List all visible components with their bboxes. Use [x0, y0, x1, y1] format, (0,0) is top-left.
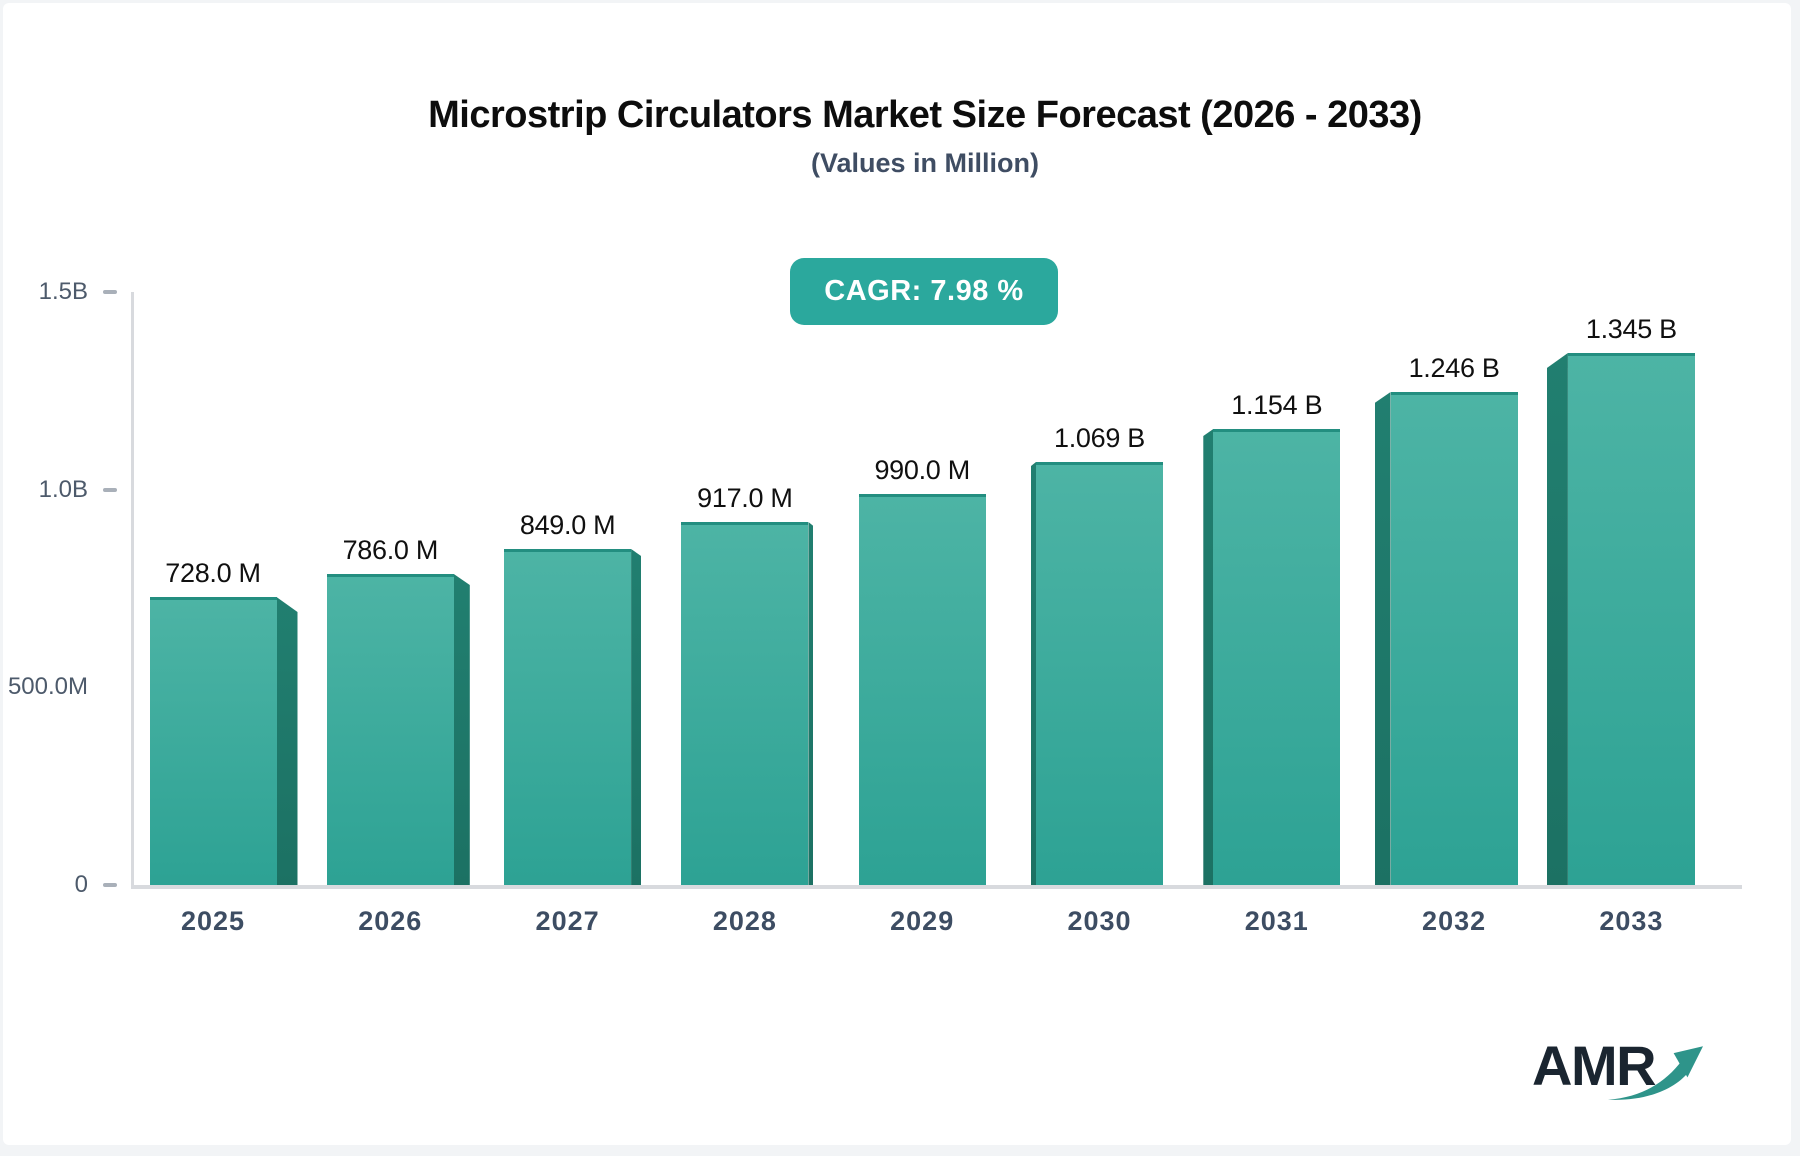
bar-side-panel	[1203, 429, 1214, 885]
bar-side-panel	[808, 522, 814, 885]
x-axis-label: 2028	[712, 906, 777, 936]
bar-face	[1213, 429, 1341, 885]
y-axis-tick	[103, 487, 117, 492]
bar-2027	[504, 549, 642, 885]
bar-2025	[149, 597, 298, 885]
growth-arrow-icon	[1608, 1046, 1703, 1100]
bar-side-panel	[631, 549, 642, 885]
bar-side-panel	[276, 597, 298, 885]
x-axis-label: 2033	[1599, 906, 1664, 936]
x-axis-label: 2032	[1422, 906, 1487, 936]
bar-side-panel	[1031, 462, 1036, 885]
bar-value-label: 990.0 M	[874, 455, 970, 485]
y-axis-line	[131, 292, 134, 889]
plot-area: 1.5B 1.0B 500.0M 0 728.0 M 2025 786.0 M 2026 849…	[8, 278, 1742, 936]
y-axis-tick-label: 500.0M	[7, 673, 88, 701]
y-axis-tick	[103, 883, 117, 887]
bar-2026	[326, 574, 470, 885]
x-axis-label: 2029	[890, 906, 955, 936]
bar-face	[504, 549, 632, 885]
bar-top-edge	[1390, 392, 1518, 395]
y-axis-tick	[103, 290, 117, 294]
bar-2028	[681, 522, 814, 885]
y-axis-tick-label: 1.5B	[38, 278, 88, 305]
bar-side-panel	[1374, 392, 1391, 885]
bar-value-label: 1.154 B	[1231, 390, 1323, 420]
x-axis-label: 2027	[535, 906, 600, 936]
amr-logo-text: AMR	[1532, 1034, 1657, 1097]
bar-side-panel	[453, 574, 470, 885]
bar-top-edge	[1036, 462, 1163, 465]
x-axis-label: 2030	[1067, 906, 1132, 936]
bar-2033	[1546, 353, 1695, 885]
x-axis-line	[131, 885, 1742, 889]
bar-value-label: 1.345 B	[1585, 314, 1677, 344]
bar-value-label: 849.0 M	[519, 510, 616, 540]
bar-face	[681, 522, 809, 885]
bar-face	[1390, 392, 1518, 885]
cagr-badge: CAGR: 7.98 %	[790, 258, 1058, 325]
x-axis-label: 2025	[180, 906, 246, 936]
x-axis-label: 2031	[1244, 906, 1309, 936]
bar-face	[1567, 353, 1695, 885]
bar-face	[326, 574, 454, 885]
bar-side-panel	[1546, 353, 1568, 885]
bar-top-edge	[1567, 353, 1695, 356]
bar-value-label: 1.246 B	[1408, 353, 1500, 383]
bar-top-edge	[858, 494, 986, 497]
bar-top-edge	[326, 574, 454, 577]
bar-2029	[858, 494, 986, 885]
y-axis-tick-label: 0	[74, 871, 88, 898]
bar-face	[149, 597, 277, 885]
bar-face	[1036, 462, 1163, 885]
bar-value-label: 786.0 M	[342, 535, 439, 565]
y-axis-tick-label: 1.0B	[38, 475, 88, 503]
chart-subtitle: (Values in Million)	[810, 148, 1040, 178]
bar-face	[858, 494, 986, 885]
bar-top-edge	[149, 597, 277, 600]
x-axis-label: 2026	[358, 906, 423, 936]
bar-top-edge	[681, 522, 809, 525]
amr-logo: AMR	[1532, 1036, 1712, 1116]
bar-value-label: 728.0 M	[165, 558, 261, 588]
chart-title: Microstrip Circulators Market Size Forec…	[428, 94, 1422, 136]
cagr-badge-label: CAGR: 7.98 %	[824, 275, 1024, 307]
bar-top-edge	[504, 549, 632, 552]
bar-2031	[1203, 429, 1341, 885]
bar-value-label: 1.069 B	[1054, 423, 1145, 453]
bar-value-label: 917.0 M	[697, 483, 793, 513]
bar-top-edge	[1213, 429, 1341, 432]
bar-2030	[1031, 462, 1163, 885]
bar-2032	[1374, 392, 1518, 885]
